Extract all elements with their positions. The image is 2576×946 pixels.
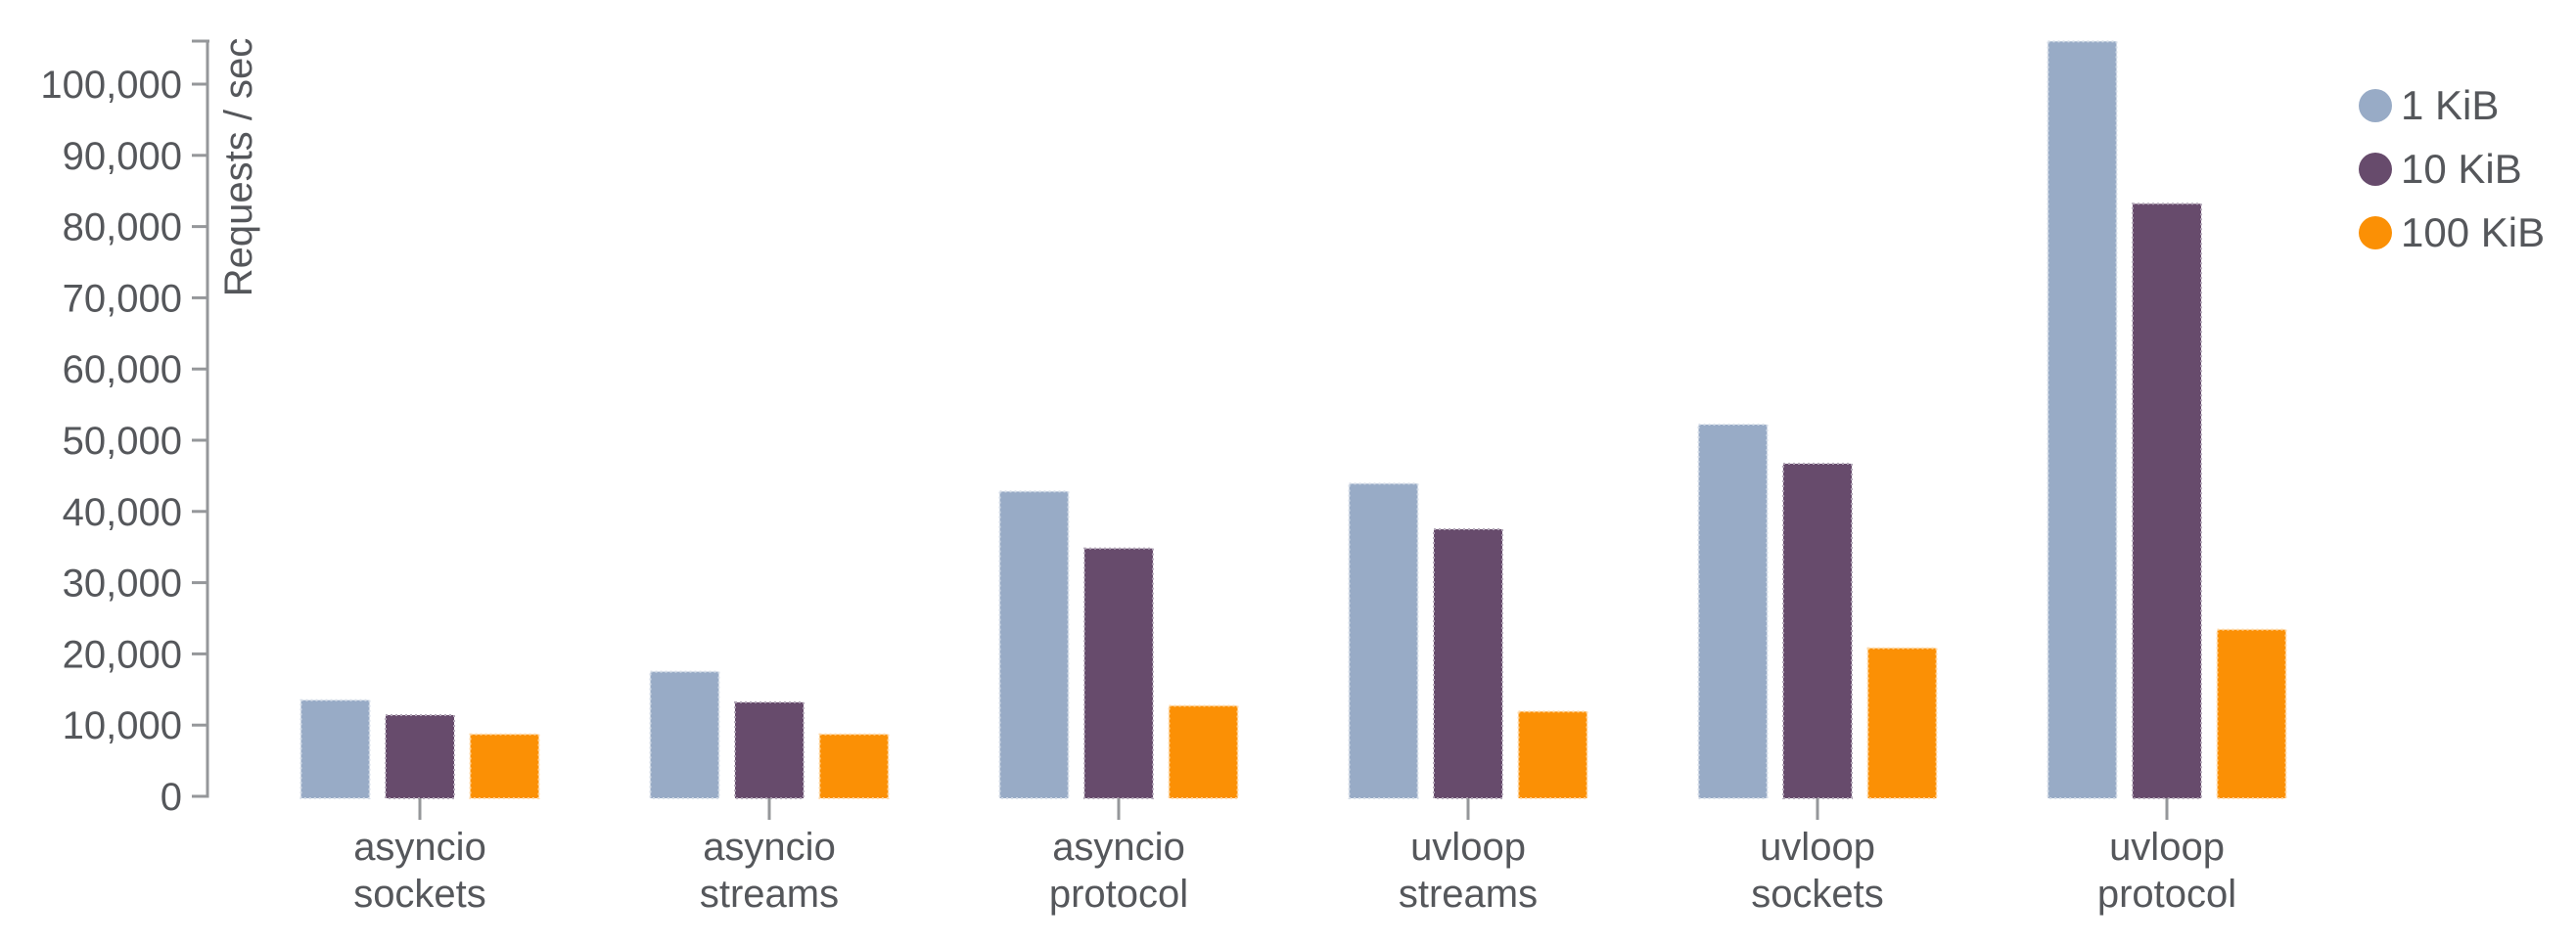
- bar-uvloop-streams-100-kib: [1517, 710, 1588, 799]
- bar-uvloop-sockets-100-kib: [1866, 647, 1938, 799]
- category-label: asyncio streams: [700, 826, 839, 916]
- y-tick-label: 50,000: [63, 420, 182, 463]
- bar-asyncio-streams-10-kib: [734, 700, 805, 799]
- bar-asyncio-sockets-10-kib: [385, 714, 455, 799]
- category-label: asyncio sockets: [353, 826, 486, 916]
- legend-marker-10-kib: [2359, 153, 2392, 186]
- y-tick-label: 40,000: [63, 491, 182, 534]
- bar-asyncio-sockets-1-kib: [299, 698, 371, 799]
- bar-uvloop-streams-1-kib: [1348, 482, 1419, 799]
- category-label: asyncio protocol: [1049, 826, 1188, 916]
- bar-asyncio-protocol-1-kib: [998, 490, 1070, 799]
- bar-uvloop-protocol-10-kib: [2132, 203, 2202, 799]
- y-tick-label: 80,000: [63, 206, 182, 249]
- y-axis-title: Requests / sec: [217, 38, 260, 297]
- legend-marker-1-kib: [2359, 89, 2392, 122]
- bar-uvloop-sockets-1-kib: [1697, 423, 1769, 799]
- bar-uvloop-sockets-10-kib: [1782, 463, 1853, 799]
- category-label: uvloop streams: [1399, 826, 1538, 916]
- bar-asyncio-sockets-100-kib: [469, 733, 540, 799]
- bar-asyncio-streams-100-kib: [818, 733, 890, 799]
- bar-uvloop-protocol-100-kib: [2216, 628, 2287, 800]
- bar-uvloop-streams-10-kib: [1433, 528, 1503, 799]
- y-tick-label: 60,000: [63, 348, 182, 391]
- bar-uvloop-protocol-1-kib: [2047, 40, 2118, 799]
- category-label: uvloop protocol: [2097, 826, 2236, 916]
- y-tick-label: 90,000: [63, 135, 182, 178]
- y-tick-label: 70,000: [63, 277, 182, 320]
- y-tick-label: 20,000: [63, 633, 182, 676]
- y-tick-label: 100,000: [40, 64, 182, 107]
- y-tick-label: 30,000: [63, 563, 182, 606]
- bar-asyncio-protocol-10-kib: [1083, 547, 1154, 799]
- legend-label-10-kib: 10 KiB: [2401, 146, 2522, 192]
- bar-asyncio-streams-1-kib: [649, 670, 720, 799]
- category-label: uvloop sockets: [1751, 826, 1884, 916]
- legend-label-1-kib: 1 KiB: [2401, 82, 2499, 128]
- legend-marker-100-kib: [2359, 216, 2392, 249]
- bar-asyncio-protocol-100-kib: [1168, 704, 1239, 800]
- y-tick-label: 10,000: [63, 704, 182, 747]
- y-tick-label: 0: [161, 776, 182, 819]
- legend-label-100-kib: 100 KiB: [2401, 209, 2545, 255]
